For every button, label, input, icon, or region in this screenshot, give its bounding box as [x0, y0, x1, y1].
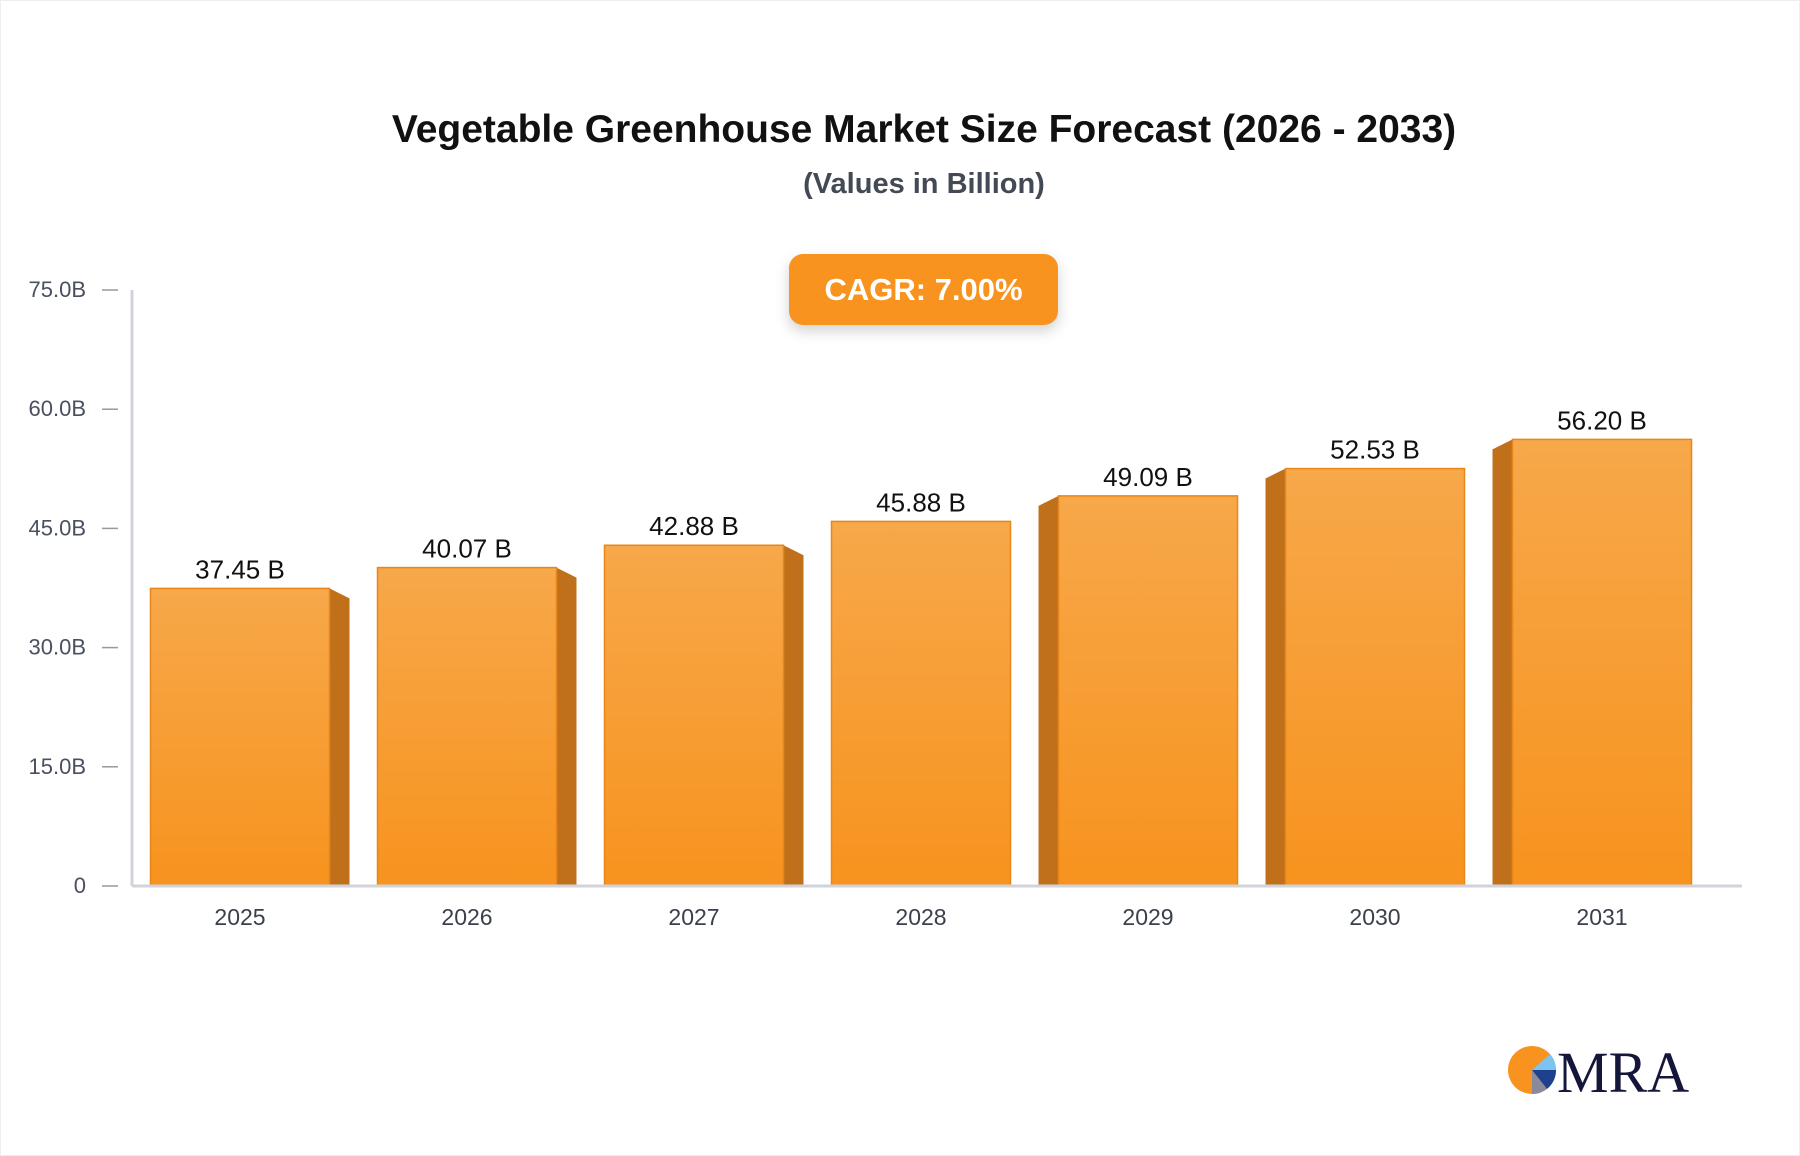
bar: [830, 520, 1012, 887]
y-tick-label: 0: [74, 873, 86, 898]
x-tick-label: 2027: [668, 904, 719, 930]
x-tick-label: 2030: [1349, 904, 1400, 930]
chart-subtitle: (Values in Billion): [803, 168, 1045, 200]
data-label: 40.07 B: [422, 534, 512, 564]
y-tick-label: 15.0B: [29, 754, 87, 779]
mra-logo: MRA: [1505, 1040, 1695, 1100]
y-tick-label: 60.0B: [29, 396, 87, 421]
data-label: 45.88 B: [876, 487, 966, 517]
x-tick-label: 2031: [1576, 904, 1627, 930]
y-tick-label: 75.0B: [29, 277, 87, 302]
y-tick-label: 45.0B: [29, 515, 87, 540]
bar: [1511, 438, 1693, 887]
data-label: 56.20 B: [1557, 405, 1647, 435]
data-label: 49.09 B: [1103, 462, 1193, 492]
bar-side: [1038, 495, 1059, 886]
bar: [1057, 495, 1239, 887]
bar: [1284, 467, 1466, 887]
chart-title: Vegetable Greenhouse Market Size Forecas…: [391, 108, 1457, 151]
bar-side: [783, 545, 804, 886]
x-tick-label: 2028: [895, 904, 946, 930]
bar: [603, 544, 785, 887]
x-tick-label: 2029: [1122, 904, 1173, 930]
bar-side: [556, 567, 577, 886]
bar: [376, 566, 558, 887]
bar: [149, 587, 331, 887]
x-tick-label: 2026: [441, 904, 492, 930]
data-label: 37.45 B: [195, 554, 285, 584]
data-label: 52.53 B: [1330, 435, 1420, 465]
cagr-badge: CAGR: 7.00%: [789, 254, 1058, 325]
bar-side: [329, 588, 350, 886]
svg-text:MRA: MRA: [1557, 1040, 1689, 1100]
data-label: 42.88 B: [649, 511, 739, 541]
bar-side: [1265, 468, 1286, 886]
y-tick-label: 30.0B: [29, 635, 87, 660]
x-tick-label: 2025: [214, 904, 265, 930]
bar-side: [1492, 439, 1513, 886]
